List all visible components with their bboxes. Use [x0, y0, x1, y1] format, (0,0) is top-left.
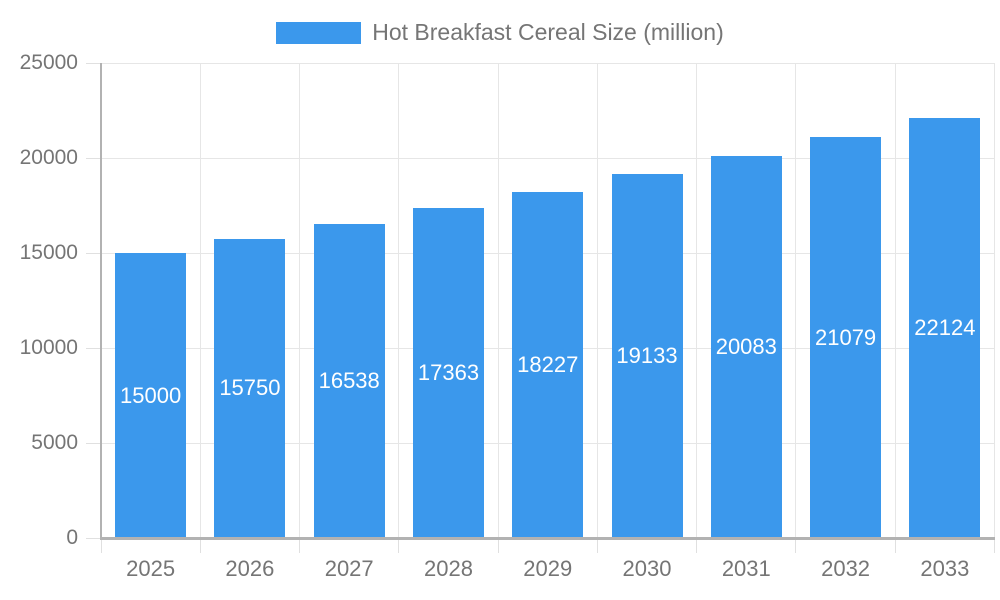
y-axis-tick-label: 15000 [19, 241, 78, 264]
y-axis-tick [86, 252, 101, 254]
x-gridline [299, 63, 301, 538]
y-axis-tick [86, 347, 101, 349]
bar[interactable]: 18227 [512, 191, 584, 538]
x-axis-tick [696, 538, 698, 553]
y-axis-tick-label: 25000 [19, 51, 78, 74]
x-axis-tick [299, 538, 301, 553]
x-axis-tick-label: 2030 [622, 556, 672, 581]
bar[interactable]: 20083 [710, 156, 782, 538]
bar-value-label: 18227 [517, 351, 579, 377]
y-axis-tick-label: 20000 [19, 146, 78, 169]
x-gridline [795, 63, 797, 538]
bar-value-label: 15750 [219, 375, 281, 401]
y-axis-tick [86, 537, 101, 539]
x-axis-line [99, 537, 995, 540]
bar[interactable]: 17363 [412, 208, 484, 538]
bar-value-label: 22124 [914, 314, 976, 340]
bar[interactable]: 15750 [214, 238, 286, 538]
x-gridline [398, 63, 400, 538]
x-axis-tick [199, 538, 201, 553]
x-axis-tick-label: 2031 [721, 556, 771, 581]
bar[interactable]: 22124 [909, 117, 981, 538]
y-axis-line [99, 63, 102, 540]
y-gridline [101, 157, 995, 159]
bar[interactable]: 15000 [115, 253, 187, 538]
bar-value-label: 15000 [120, 382, 182, 408]
y-axis-tick-label: 0 [66, 526, 78, 549]
x-axis-tick-label: 2025 [126, 556, 176, 581]
x-axis-tick-label: 2029 [523, 556, 573, 581]
y-axis-tick-label: 10000 [19, 336, 78, 359]
x-axis-tick-label: 2027 [324, 556, 374, 581]
bar-value-label: 21079 [814, 324, 877, 350]
bar-value-label: 16538 [318, 367, 380, 393]
bar[interactable]: 19133 [611, 174, 683, 538]
bar-value-label: 20083 [715, 334, 777, 360]
x-axis-tick-label: 2032 [821, 556, 871, 581]
x-axis-tick [795, 538, 797, 553]
x-axis-tick [398, 538, 400, 553]
x-axis-tick [994, 538, 995, 553]
x-axis-tick-label: 2026 [225, 556, 275, 581]
x-gridline [497, 63, 499, 538]
y-axis-tick [86, 442, 101, 444]
x-gridline [596, 63, 598, 538]
y-axis-tick [86, 62, 101, 64]
x-axis-tick-label: 2033 [920, 556, 970, 581]
y-axis-tick-label: 5000 [31, 431, 78, 454]
bar-value-label: 17363 [417, 360, 480, 386]
x-gridline [994, 63, 995, 538]
x-axis-tick [100, 538, 102, 553]
x-axis-tick-label: 2028 [423, 556, 473, 581]
x-gridline [894, 63, 896, 538]
legend-label: Hot Breakfast Cereal Size (million) [372, 19, 724, 45]
x-gridline [696, 63, 698, 538]
bar[interactable]: 16538 [313, 223, 385, 538]
legend: Hot Breakfast Cereal Size (million) [0, 19, 1000, 46]
x-gridline [199, 63, 201, 538]
bar[interactable]: 21079 [810, 137, 882, 538]
x-axis-tick [596, 538, 598, 553]
x-axis-tick [497, 538, 499, 553]
legend-swatch [276, 21, 362, 44]
x-axis-tick [894, 538, 896, 553]
y-gridline [101, 62, 995, 64]
bar-value-label: 19133 [616, 343, 678, 369]
y-axis-tick [86, 157, 101, 159]
